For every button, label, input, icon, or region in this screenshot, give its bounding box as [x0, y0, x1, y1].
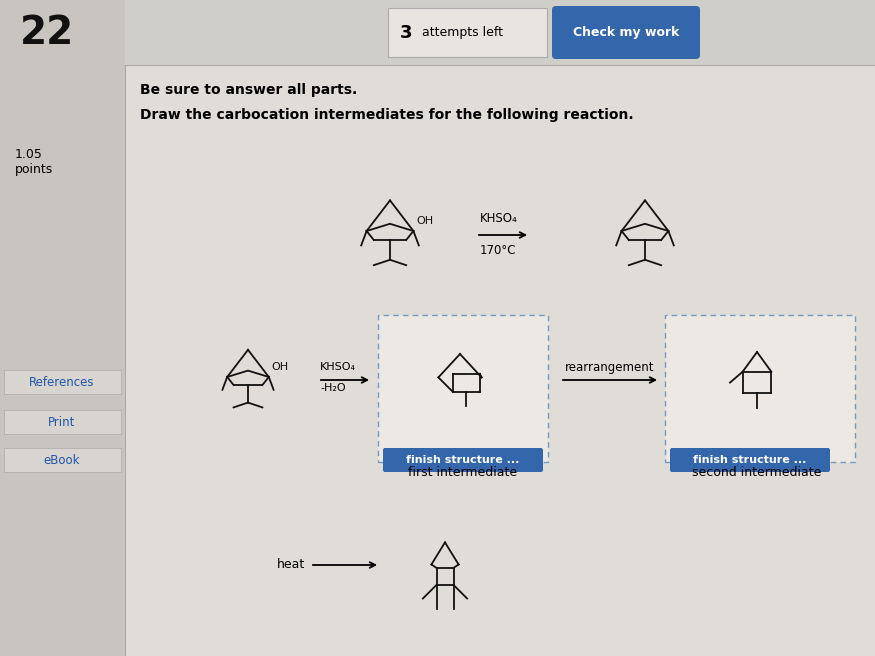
- Text: 3: 3: [400, 24, 412, 41]
- Bar: [378, 315, 548, 462]
- Bar: [665, 315, 855, 462]
- Text: finish structure ...: finish structure ...: [406, 455, 520, 465]
- Text: KHSO₄: KHSO₄: [480, 211, 518, 224]
- Text: -H₂O: -H₂O: [320, 383, 346, 393]
- Text: Print: Print: [48, 415, 76, 428]
- Text: Check my work: Check my work: [573, 26, 679, 39]
- Text: Be sure to answer all parts.: Be sure to answer all parts.: [140, 83, 357, 97]
- Text: KHSO₄: KHSO₄: [320, 362, 356, 372]
- Text: attempts left: attempts left: [418, 26, 503, 39]
- FancyBboxPatch shape: [552, 6, 700, 59]
- Text: 1.05: 1.05: [15, 148, 43, 161]
- Bar: [4, 448, 121, 472]
- Text: References: References: [29, 375, 94, 388]
- Text: eBook: eBook: [44, 453, 80, 466]
- Text: rearrangement: rearrangement: [565, 361, 654, 373]
- Bar: [4, 370, 121, 394]
- FancyBboxPatch shape: [388, 8, 547, 57]
- Bar: [4, 410, 121, 434]
- Bar: [0, 0, 875, 65]
- FancyBboxPatch shape: [383, 448, 543, 472]
- FancyBboxPatch shape: [670, 448, 830, 472]
- Text: first intermediate: first intermediate: [409, 466, 518, 478]
- Text: finish structure ...: finish structure ...: [693, 455, 807, 465]
- Text: heat: heat: [276, 558, 305, 571]
- Text: 170°C: 170°C: [480, 243, 516, 256]
- Text: Draw the carbocation intermediates for the following reaction.: Draw the carbocation intermediates for t…: [140, 108, 634, 122]
- Bar: [0, 0, 125, 656]
- Text: points: points: [15, 163, 53, 176]
- Text: OH: OH: [416, 216, 433, 226]
- Text: OH: OH: [272, 362, 289, 372]
- Text: second intermediate: second intermediate: [692, 466, 822, 478]
- Text: 22: 22: [20, 14, 74, 52]
